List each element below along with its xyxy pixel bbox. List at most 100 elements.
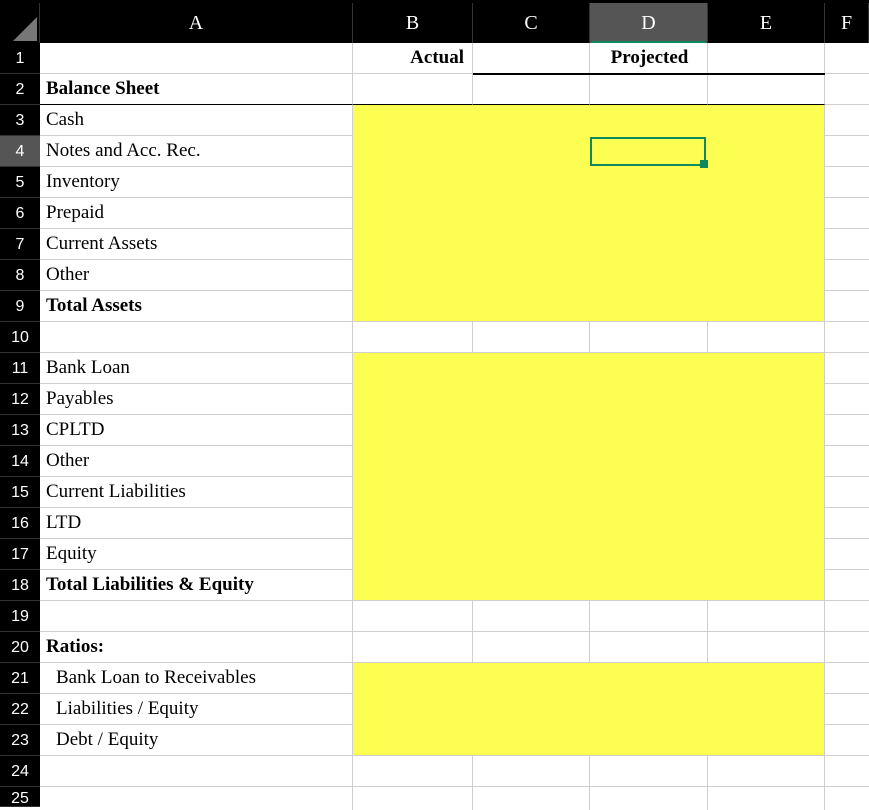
row-header-24[interactable]: 24 [0,756,40,787]
cell-F19[interactable] [825,601,869,632]
cell-D9[interactable] [590,291,708,322]
cell-A13[interactable]: CPLTD [40,415,353,446]
cell-A14[interactable]: Other [40,446,353,477]
cell-E16[interactable] [708,508,825,539]
cell-C18[interactable] [473,570,590,601]
cell-B15[interactable] [353,477,473,508]
row-header-18[interactable]: 18 [0,570,40,601]
cell-E2[interactable] [708,74,825,105]
row-header-12[interactable]: 12 [0,384,40,415]
cell-B19[interactable] [353,601,473,632]
col-header-A[interactable]: A [40,3,353,43]
cell-A11[interactable]: Bank Loan [40,353,353,384]
cell-E18[interactable] [708,570,825,601]
cell-C6[interactable] [473,198,590,229]
cell-D8[interactable] [590,260,708,291]
cell-D2[interactable] [590,74,708,105]
cell-F23[interactable] [825,725,869,756]
cell-F6[interactable] [825,198,869,229]
cell-E21[interactable] [708,663,825,694]
cell-B11[interactable] [353,353,473,384]
cell-C24[interactable] [473,756,590,787]
row-header-5[interactable]: 5 [0,167,40,198]
cell-E23[interactable] [708,725,825,756]
cell-B9[interactable] [353,291,473,322]
cell-B10[interactable] [353,322,473,353]
cell-E20[interactable] [708,632,825,663]
cell-E8[interactable] [708,260,825,291]
cell-A22[interactable]: Liabilities / Equity [40,694,353,725]
cell-A9[interactable]: Total Assets [40,291,353,322]
cell-E19[interactable] [708,601,825,632]
cell-F15[interactable] [825,477,869,508]
cell-C4[interactable] [473,136,590,167]
row-header-11[interactable]: 11 [0,353,40,384]
cell-F24[interactable] [825,756,869,787]
cell-B13[interactable] [353,415,473,446]
cell-F3[interactable] [825,105,869,136]
cell-D4[interactable] [590,136,708,167]
cell-D13[interactable] [590,415,708,446]
cell-E5[interactable] [708,167,825,198]
cell-F17[interactable] [825,539,869,570]
col-header-E[interactable]: E [708,3,825,43]
cell-E22[interactable] [708,694,825,725]
cell-C9[interactable] [473,291,590,322]
cell-B25[interactable] [353,787,473,810]
cell-E3[interactable] [708,105,825,136]
cell-F18[interactable] [825,570,869,601]
cell-B4[interactable] [353,136,473,167]
cell-B5[interactable] [353,167,473,198]
cell-C25[interactable] [473,787,590,810]
cell-E24[interactable] [708,756,825,787]
cell-A19[interactable] [40,601,353,632]
cell-F5[interactable] [825,167,869,198]
row-header-7[interactable]: 7 [0,229,40,260]
cell-F16[interactable] [825,508,869,539]
cell-C13[interactable] [473,415,590,446]
cell-F21[interactable] [825,663,869,694]
cell-D1[interactable]: Projected [590,43,708,74]
cell-D22[interactable] [590,694,708,725]
col-header-F[interactable]: F [825,3,869,43]
cell-E25[interactable] [708,787,825,810]
cell-E10[interactable] [708,322,825,353]
row-header-1[interactable]: 1 [0,43,40,74]
cell-A17[interactable]: Equity [40,539,353,570]
cell-E1[interactable] [708,43,825,74]
cell-E13[interactable] [708,415,825,446]
row-header-4[interactable]: 4 [0,136,40,167]
cell-B23[interactable] [353,725,473,756]
cell-A6[interactable]: Prepaid [40,198,353,229]
row-header-23[interactable]: 23 [0,725,40,756]
cell-B18[interactable] [353,570,473,601]
cell-D6[interactable] [590,198,708,229]
cell-F13[interactable] [825,415,869,446]
cell-A12[interactable]: Payables [40,384,353,415]
col-header-C[interactable]: C [473,3,590,43]
row-header-25[interactable]: 25 [0,787,40,807]
cell-E4[interactable] [708,136,825,167]
cell-D10[interactable] [590,322,708,353]
col-header-D[interactable]: D [590,3,708,43]
cell-F7[interactable] [825,229,869,260]
cell-C3[interactable] [473,105,590,136]
cell-F14[interactable] [825,446,869,477]
col-header-B[interactable]: B [353,3,473,43]
cell-C7[interactable] [473,229,590,260]
cell-E9[interactable] [708,291,825,322]
cell-C2[interactable] [473,74,590,105]
cell-E17[interactable] [708,539,825,570]
cell-E15[interactable] [708,477,825,508]
cell-D16[interactable] [590,508,708,539]
cell-B1[interactable]: Actual [353,43,473,74]
cell-B7[interactable] [353,229,473,260]
cell-A10[interactable] [40,322,353,353]
cell-D24[interactable] [590,756,708,787]
cell-A15[interactable]: Current Liabilities [40,477,353,508]
cell-F12[interactable] [825,384,869,415]
cell-B3[interactable] [353,105,473,136]
row-header-10[interactable]: 10 [0,322,40,353]
row-header-16[interactable]: 16 [0,508,40,539]
cell-B24[interactable] [353,756,473,787]
